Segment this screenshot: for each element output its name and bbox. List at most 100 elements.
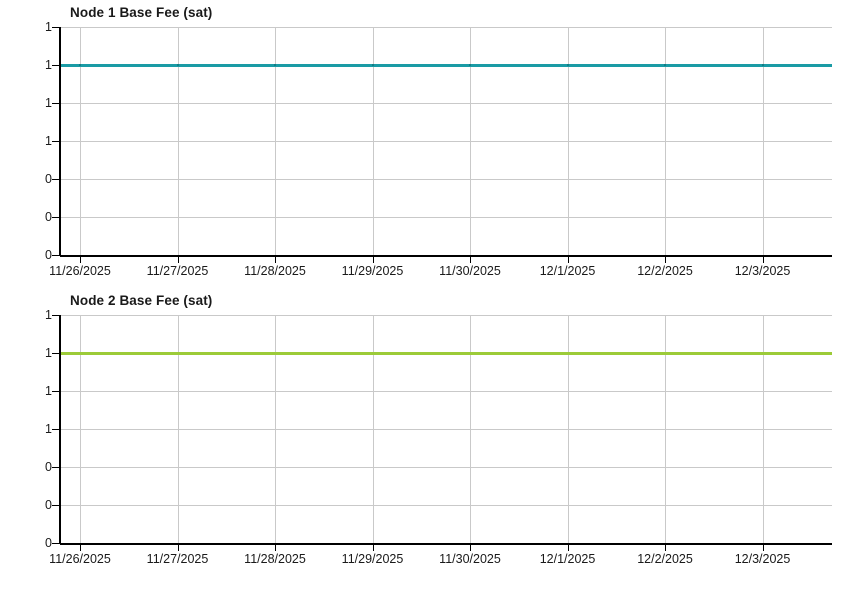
- y-tick-mark: [52, 179, 60, 181]
- y-tick-label: 1: [45, 96, 52, 110]
- x-tick-label: 12/3/2025: [734, 552, 791, 566]
- x-tick-label: 11/30/2025: [439, 264, 501, 278]
- gridline-horizontal: [60, 27, 832, 28]
- gridline-vertical: [80, 315, 81, 543]
- gridline-vertical: [372, 27, 374, 255]
- gridline-vertical: [372, 315, 374, 543]
- y-tick-label: 0: [45, 460, 52, 474]
- gridline-horizontal: [60, 429, 832, 430]
- gridline-vertical: [567, 27, 569, 255]
- x-tick-mark: [470, 256, 472, 263]
- x-tick-label: 11/27/2025: [146, 552, 209, 566]
- gridline-horizontal: [60, 179, 832, 180]
- series-point: [371, 64, 374, 66]
- x-tick-label: 11/30/2025: [439, 552, 501, 566]
- gridline-horizontal: [60, 141, 832, 142]
- x-tick-label: 12/3/2025: [734, 264, 791, 278]
- y-tick-mark: [52, 27, 60, 29]
- gridline-horizontal: [60, 315, 832, 316]
- x-tick-label: 12/1/2025: [539, 264, 596, 278]
- y-tick-label: 1: [45, 346, 52, 360]
- y-tick-label: 1: [45, 422, 52, 436]
- y-tick-mark: [52, 217, 60, 219]
- y-tick-mark: [52, 353, 60, 355]
- gridline-vertical: [470, 315, 471, 543]
- y-tick-label: 1: [45, 384, 52, 398]
- y-tick-mark: [52, 103, 60, 105]
- x-tick-mark: [372, 256, 374, 263]
- x-axis-line: [60, 543, 832, 545]
- series-point: [761, 64, 764, 66]
- gridline-horizontal: [60, 217, 832, 218]
- x-tick-mark: [80, 256, 82, 263]
- y-tick-mark: [52, 505, 60, 507]
- chart-panel-node-2: Node 2 Base Fee (sat) 1 1 1 1 0 0 0 11/26/2025…: [0, 288, 860, 588]
- y-tick-label: 0: [45, 248, 52, 262]
- gridline-vertical: [470, 27, 471, 255]
- gridline-vertical: [762, 315, 764, 543]
- gridline-horizontal: [60, 103, 832, 104]
- plot-area: [60, 315, 832, 544]
- gridline-vertical: [567, 315, 569, 543]
- y-tick-label: 1: [45, 134, 52, 148]
- gridline-horizontal: [60, 391, 832, 392]
- y-tick-mark: [52, 255, 60, 257]
- x-tick-mark: [177, 544, 179, 551]
- x-tick-label: 12/2/2025: [637, 264, 693, 278]
- series-point: [469, 64, 471, 66]
- gridline-vertical: [177, 315, 179, 543]
- x-tick-mark: [665, 256, 667, 263]
- x-tick-mark: [762, 256, 764, 263]
- x-tick-mark: [80, 544, 82, 551]
- y-tick-label: 1: [45, 308, 52, 322]
- chart-panel-node-1: Node 1 Base Fee (sat) 1 1 1 1 0 0 0 11/26/2025…: [0, 0, 860, 290]
- y-tick-mark: [52, 543, 60, 545]
- x-tick-label: 11/29/2025: [341, 552, 404, 566]
- series-point: [79, 64, 81, 66]
- gridline-vertical: [665, 27, 666, 255]
- chart-title: Node 1 Base Fee (sat): [70, 5, 213, 20]
- gridline-horizontal: [60, 505, 832, 506]
- x-tick-mark: [567, 256, 569, 263]
- y-tick-label: 1: [45, 58, 52, 72]
- series-point: [176, 64, 179, 66]
- x-tick-label: 11/28/2025: [244, 552, 306, 566]
- x-tick-label: 11/26/2025: [49, 264, 111, 278]
- x-tick-label: 12/1/2025: [539, 552, 596, 566]
- gridline-vertical: [275, 315, 276, 543]
- plot-area: [60, 27, 832, 256]
- y-tick-mark: [52, 315, 60, 317]
- x-tick-label: 12/2/2025: [637, 552, 693, 566]
- y-tick-mark: [52, 467, 60, 469]
- x-tick-label: 11/26/2025: [49, 552, 111, 566]
- y-tick-mark: [52, 391, 60, 393]
- gridline-vertical: [665, 315, 666, 543]
- y-tick-label: 1: [45, 20, 52, 34]
- x-tick-mark: [470, 544, 472, 551]
- x-tick-label: 11/27/2025: [146, 264, 209, 278]
- x-tick-mark: [567, 544, 569, 551]
- x-axis-ticks: 11/26/2025 11/27/2025 11/28/2025 11/29/2025…: [0, 544, 860, 578]
- series-line: [60, 351, 832, 355]
- x-axis-line: [60, 255, 832, 257]
- gridline-vertical: [80, 27, 81, 255]
- series-point: [664, 64, 666, 66]
- series-point: [566, 64, 569, 66]
- gridline-vertical: [762, 27, 764, 255]
- gridline-vertical: [275, 27, 276, 255]
- x-tick-mark: [762, 544, 764, 551]
- y-tick-label: 0: [45, 498, 52, 512]
- y-tick-label: 0: [45, 536, 52, 550]
- x-tick-mark: [275, 256, 277, 263]
- x-axis-ticks: 11/26/2025 11/27/2025 11/28/2025 11/29/2025…: [0, 256, 860, 290]
- x-tick-label: 11/28/2025: [244, 264, 306, 278]
- series-line: [60, 63, 832, 67]
- y-tick-mark: [52, 429, 60, 431]
- series-point: [274, 64, 276, 66]
- chart-title: Node 2 Base Fee (sat): [70, 293, 213, 308]
- y-tick-label: 0: [45, 210, 52, 224]
- x-tick-mark: [177, 256, 179, 263]
- x-tick-mark: [665, 544, 667, 551]
- y-tick-mark: [52, 141, 60, 143]
